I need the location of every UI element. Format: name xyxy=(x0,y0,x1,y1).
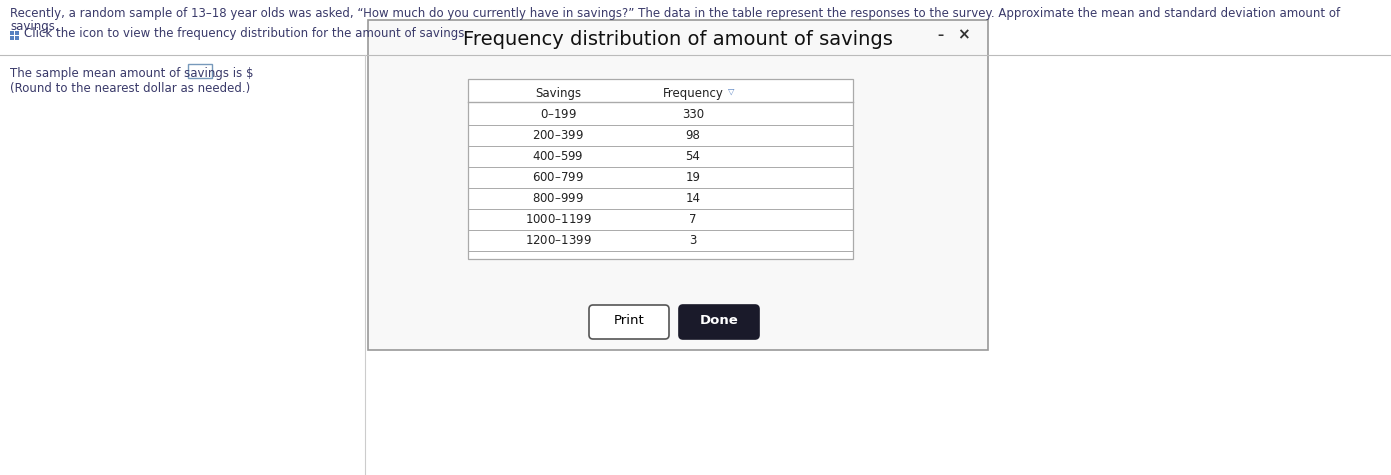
Bar xyxy=(10,31,14,35)
FancyBboxPatch shape xyxy=(679,305,759,339)
Text: $800–$999: $800–$999 xyxy=(533,192,584,205)
Text: Frequency: Frequency xyxy=(662,87,723,100)
Text: Frequency distribution of amount of savings: Frequency distribution of amount of savi… xyxy=(463,30,893,49)
Text: $200–$399: $200–$399 xyxy=(533,129,584,142)
FancyBboxPatch shape xyxy=(369,20,988,350)
Bar xyxy=(188,64,211,78)
Bar xyxy=(15,31,19,35)
Text: (Round to the nearest dollar as needed.): (Round to the nearest dollar as needed.) xyxy=(10,82,250,95)
Text: 54: 54 xyxy=(686,150,701,163)
Text: Savings: Savings xyxy=(536,87,581,100)
Text: Done: Done xyxy=(700,314,739,327)
Bar xyxy=(10,36,14,40)
Text: ×: × xyxy=(957,28,970,42)
Text: The sample mean amount of savings is $: The sample mean amount of savings is $ xyxy=(10,67,253,80)
Text: savings.: savings. xyxy=(10,20,58,33)
Text: $400–$599: $400–$599 xyxy=(533,150,584,163)
Text: Recently, a random sample of 13–18 year olds was asked, “How much do you current: Recently, a random sample of 13–18 year … xyxy=(10,7,1340,20)
Text: 14: 14 xyxy=(686,192,701,205)
Bar xyxy=(15,36,19,40)
Text: Click the icon to view the frequency distribution for the amount of savings.: Click the icon to view the frequency dis… xyxy=(24,27,469,39)
Text: $0–$199: $0–$199 xyxy=(540,108,576,121)
Text: 98: 98 xyxy=(686,129,701,142)
Text: .: . xyxy=(214,67,218,80)
Text: 330: 330 xyxy=(682,108,704,121)
Bar xyxy=(467,79,853,259)
Text: 7: 7 xyxy=(690,213,697,226)
Text: $1200–$1399: $1200–$1399 xyxy=(524,234,591,247)
Text: –: – xyxy=(938,28,943,41)
Text: $1000–$1199: $1000–$1199 xyxy=(524,213,591,226)
Text: $600–$799: $600–$799 xyxy=(533,171,584,184)
Text: 3: 3 xyxy=(690,234,697,247)
Text: ▽: ▽ xyxy=(727,87,734,96)
Text: Print: Print xyxy=(613,314,644,327)
Text: 19: 19 xyxy=(686,171,701,184)
FancyBboxPatch shape xyxy=(588,305,669,339)
